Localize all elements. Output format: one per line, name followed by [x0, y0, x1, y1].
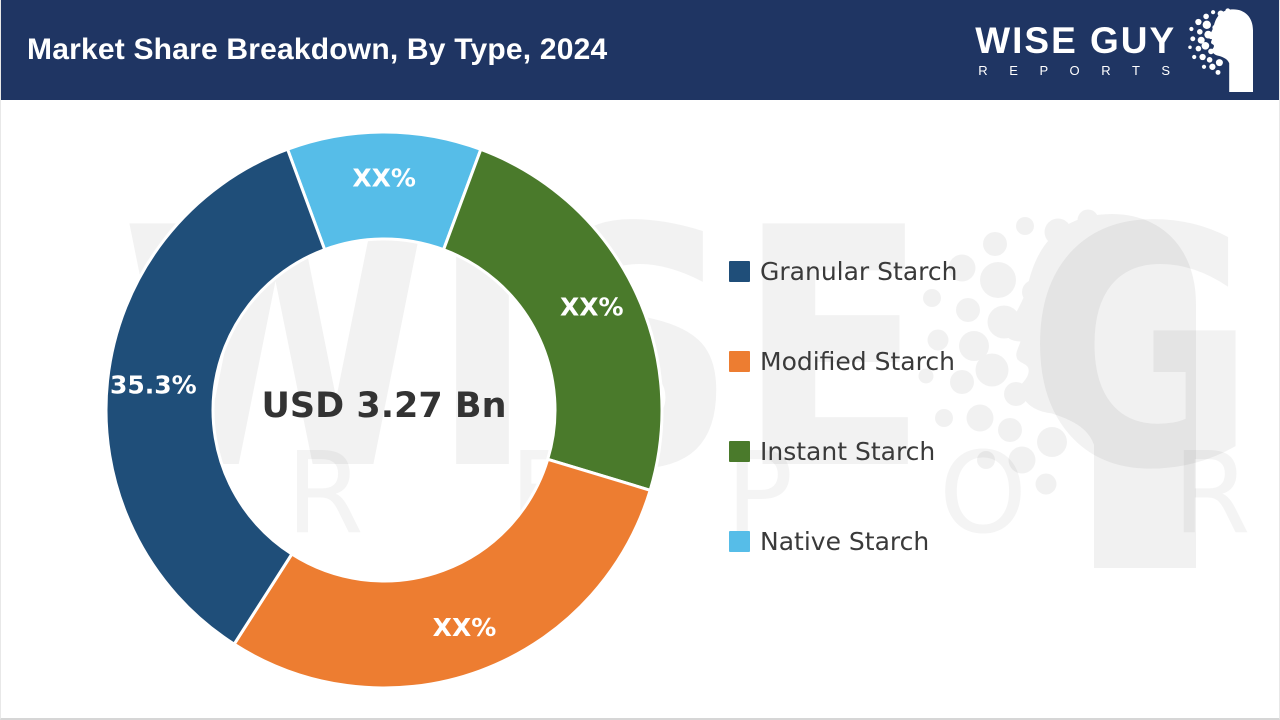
legend-swatch-icon — [729, 440, 750, 462]
donut-segment-modified-starch — [232, 457, 652, 690]
wiseguy-face-icon — [1188, 8, 1253, 92]
legend-label: Native Starch — [760, 526, 930, 556]
page-title: Market Share Breakdown, By Type, 2024 — [27, 33, 608, 66]
wiseguy-logo-text: WISE GUY R E P O R T S — [975, 22, 1179, 78]
legend-swatch-icon — [729, 260, 750, 282]
legend-item-modified-starch: Modified Starch — [729, 346, 957, 376]
donut-segment-label: 35.3% — [110, 371, 197, 400]
donut-segment-label: XX% — [433, 613, 497, 642]
header-bar: Market Share Breakdown, By Type, 2024 WI… — [1, 0, 1279, 100]
wiseguy-reports-label: R E P O R T S — [978, 63, 1179, 78]
legend-label: Instant Starch — [760, 436, 936, 466]
donut-segment-label: XX% — [560, 292, 624, 321]
legend-item-instant-starch: Instant Starch — [729, 436, 957, 466]
donut-segment-label: XX% — [352, 164, 416, 193]
legend-swatch-icon — [729, 350, 750, 372]
wiseguy-logo: WISE GUY R E P O R T S — [975, 8, 1253, 92]
donut-center-value: USD 3.27 Bn — [261, 386, 507, 426]
legend-label: Granular Starch — [760, 256, 958, 286]
wiseguy-wordmark: WISE GUY — [975, 20, 1177, 61]
legend-label: Modified Starch — [760, 346, 955, 376]
chart-legend: Granular Starch Modified Starch Instant … — [729, 256, 958, 618]
donut-segment-granular-starch — [104, 147, 327, 646]
legend-item-native-starch: Native Starch — [729, 526, 957, 556]
donut-segment-instant-starch — [442, 147, 664, 492]
legend-item-granular-starch: Granular Starch — [729, 256, 958, 286]
legend-swatch-icon — [729, 530, 750, 552]
